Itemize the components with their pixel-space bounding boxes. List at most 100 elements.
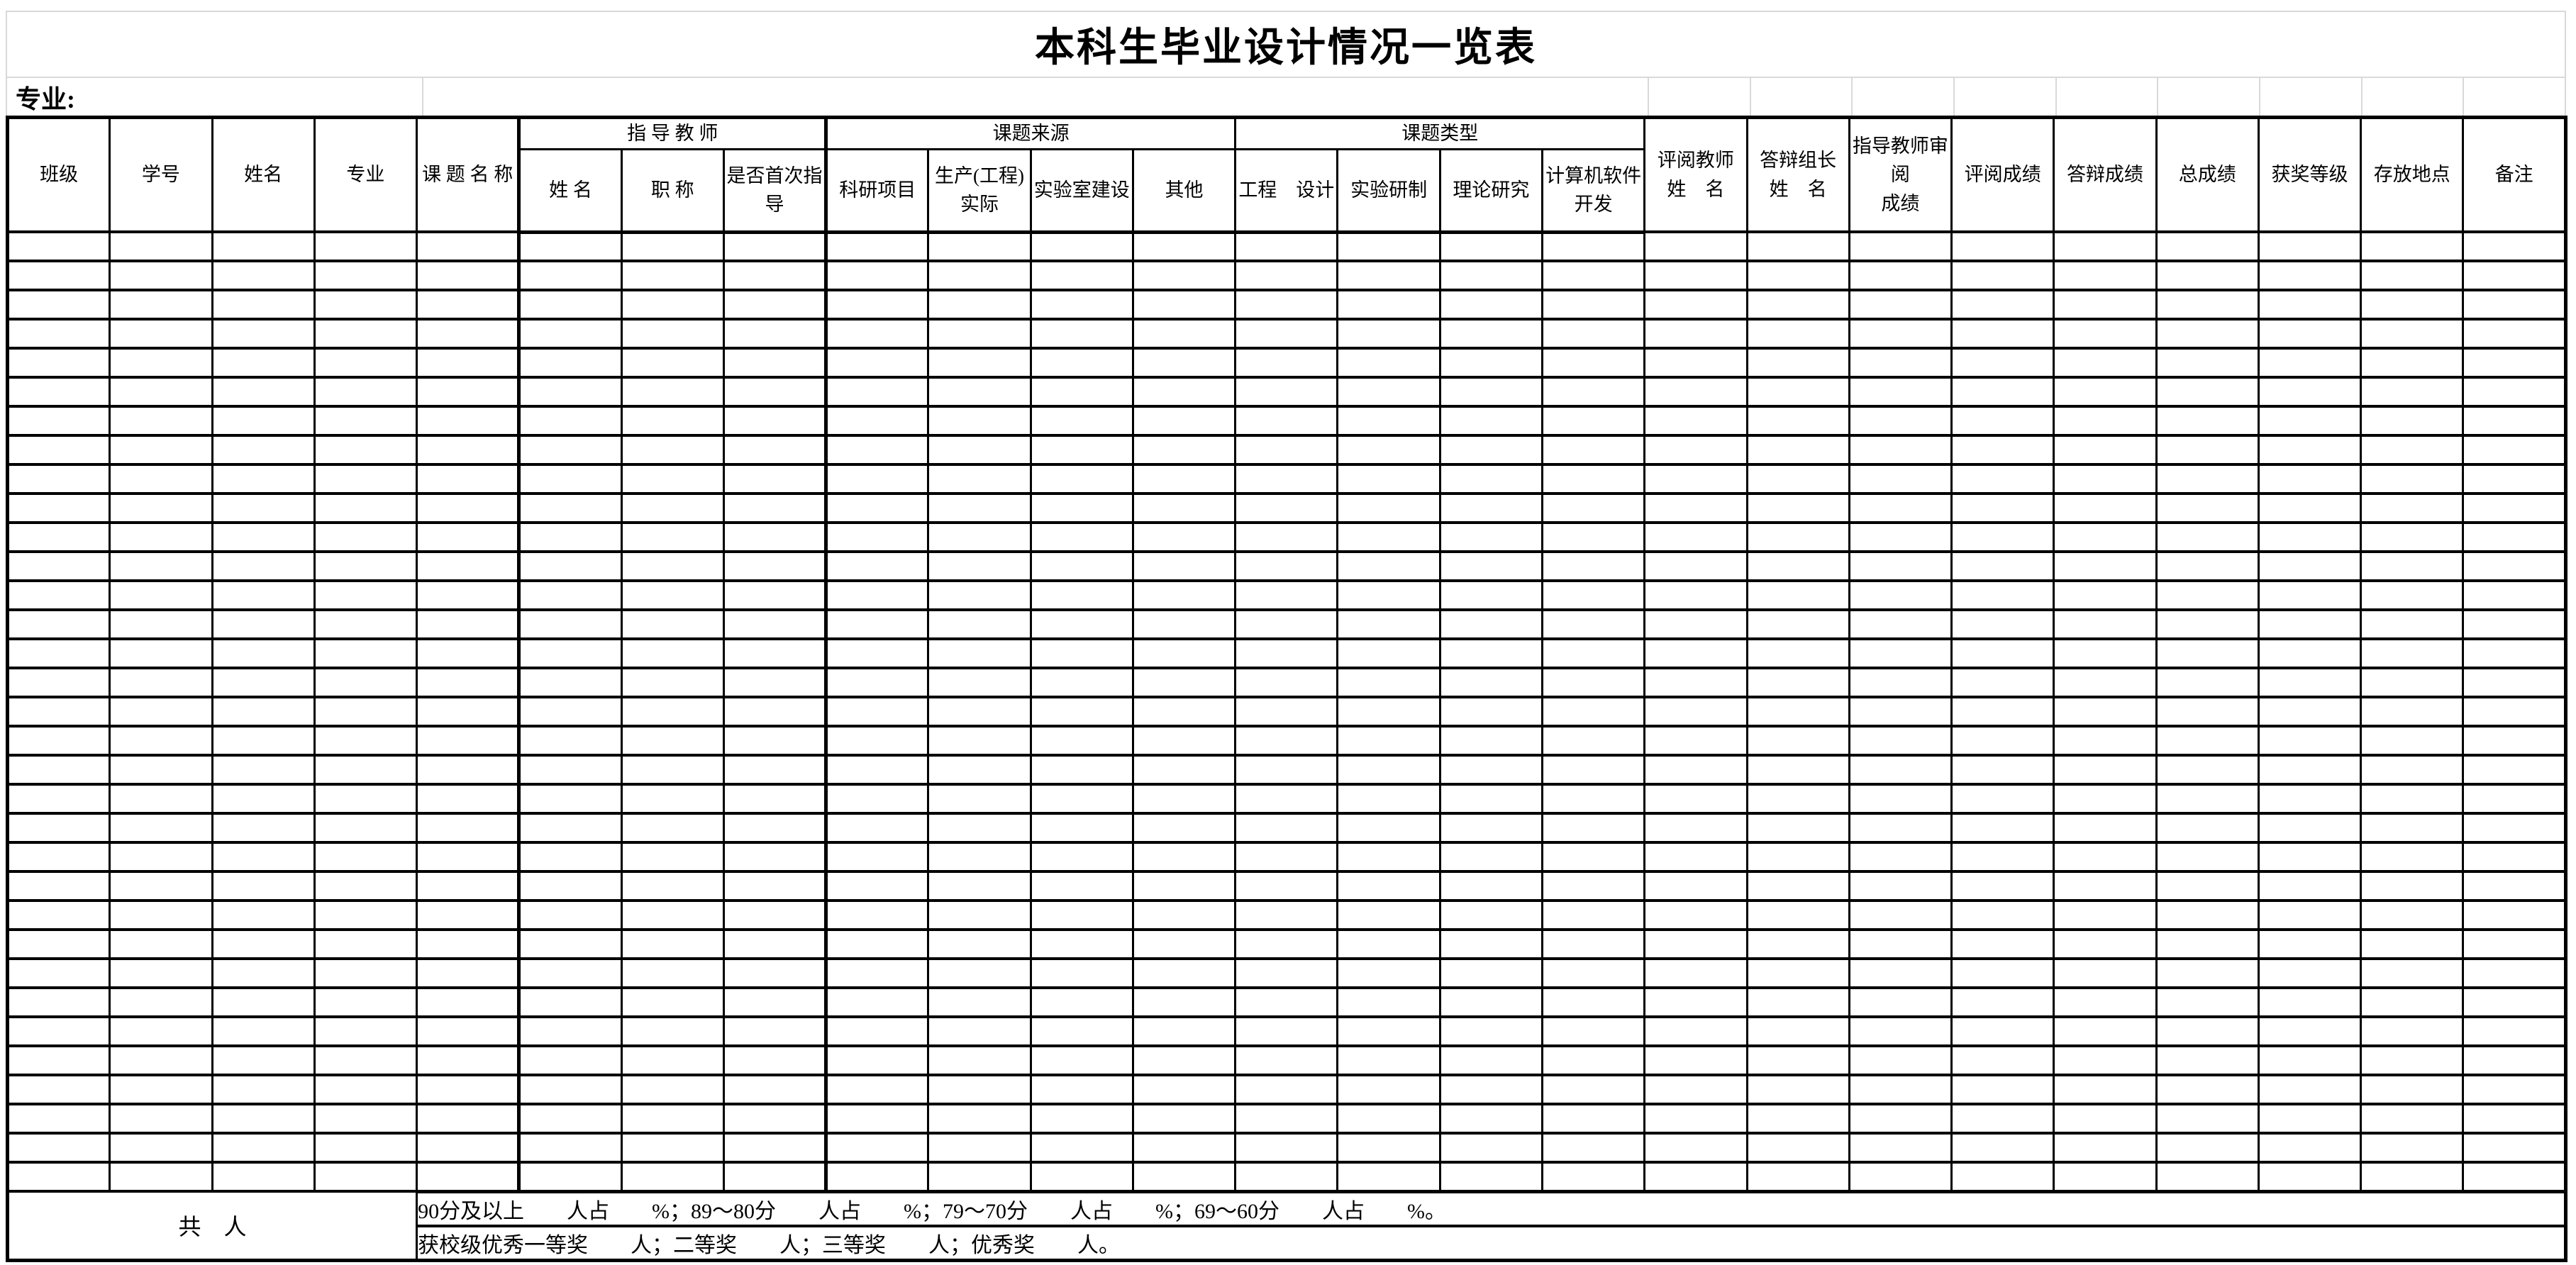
table-cell[interactable] (1643, 812, 1748, 844)
table-cell[interactable] (1540, 870, 1646, 902)
table-cell[interactable] (2462, 579, 2567, 611)
table-cell[interactable] (1131, 434, 1237, 466)
table-cell[interactable] (313, 957, 418, 989)
table-cell[interactable] (1438, 841, 1543, 873)
table-cell[interactable] (416, 608, 521, 640)
table-cell[interactable] (109, 1161, 213, 1193)
table-cell[interactable] (1029, 463, 1134, 495)
table-cell[interactable] (1745, 376, 1850, 408)
table-cell[interactable] (2053, 1161, 2158, 1193)
table-cell[interactable] (1848, 289, 1953, 321)
table-cell[interactable] (1234, 957, 1339, 989)
table-cell[interactable] (1234, 318, 1339, 350)
table-cell[interactable] (1131, 957, 1237, 989)
table-cell[interactable] (1848, 725, 1953, 757)
table-cell[interactable] (2257, 1161, 2363, 1193)
table-cell[interactable] (1540, 521, 1646, 553)
table-cell[interactable] (2462, 754, 2567, 786)
table-cell[interactable] (1745, 1103, 1850, 1135)
table-cell[interactable] (2155, 696, 2260, 728)
table-cell[interactable] (2155, 725, 2260, 757)
table-cell[interactable] (1234, 899, 1339, 931)
table-cell[interactable] (824, 696, 930, 728)
table-cell[interactable] (313, 463, 418, 495)
table-cell[interactable] (1234, 1044, 1339, 1076)
table-cell[interactable] (2155, 1074, 2260, 1105)
table-cell[interactable] (2462, 841, 2567, 873)
table-cell[interactable] (313, 1044, 418, 1076)
table-cell[interactable] (927, 1044, 1032, 1076)
table-cell[interactable] (1745, 841, 1850, 873)
table-cell[interactable] (109, 1015, 213, 1047)
table-cell[interactable] (927, 492, 1032, 524)
table-cell[interactable] (1029, 260, 1134, 291)
table-cell[interactable] (2053, 870, 2158, 902)
table-cell[interactable] (1336, 812, 1441, 844)
table-cell[interactable] (2155, 667, 2260, 698)
table-cell[interactable] (1336, 1132, 1441, 1164)
table-cell[interactable] (1848, 434, 1953, 466)
table-cell[interactable] (2257, 783, 2363, 815)
table-cell[interactable] (1745, 550, 1850, 582)
table-cell[interactable] (1438, 521, 1543, 553)
table-cell[interactable] (211, 608, 316, 640)
table-cell[interactable] (1029, 986, 1134, 1018)
table-cell[interactable] (2360, 463, 2465, 495)
table-cell[interactable] (2155, 230, 2260, 262)
table-cell[interactable] (1643, 230, 1748, 262)
table-cell[interactable] (517, 637, 623, 669)
table-cell[interactable] (109, 492, 213, 524)
table-cell[interactable] (2462, 928, 2567, 960)
table-cell[interactable] (620, 986, 725, 1018)
table-cell[interactable] (6, 318, 111, 350)
table-cell[interactable] (416, 376, 521, 408)
table-cell[interactable] (211, 579, 316, 611)
table-cell[interactable] (313, 928, 418, 960)
table-cell[interactable] (6, 1132, 111, 1164)
table-cell[interactable] (211, 1161, 316, 1193)
table-cell[interactable] (2462, 289, 2567, 321)
table-cell[interactable] (1540, 318, 1646, 350)
table-cell[interactable] (416, 870, 521, 902)
table-cell[interactable] (2155, 1103, 2260, 1135)
table-cell[interactable] (1950, 841, 2055, 873)
table-cell[interactable] (1950, 783, 2055, 815)
table-cell[interactable] (620, 667, 725, 698)
table-cell[interactable] (6, 376, 111, 408)
table-cell[interactable] (927, 667, 1032, 698)
table-cell[interactable] (416, 637, 521, 669)
table-cell[interactable] (1131, 1015, 1237, 1047)
table-cell[interactable] (2257, 492, 2363, 524)
table-cell[interactable] (824, 667, 930, 698)
table-cell[interactable] (211, 754, 316, 786)
table-cell[interactable] (211, 986, 316, 1018)
table-cell[interactable] (1336, 434, 1441, 466)
table-cell[interactable] (2462, 986, 2567, 1018)
table-cell[interactable] (211, 667, 316, 698)
table-cell[interactable] (824, 1132, 930, 1164)
table-cell[interactable] (620, 812, 725, 844)
table-cell[interactable] (2360, 608, 2465, 640)
table-cell[interactable] (109, 608, 213, 640)
table-cell[interactable] (6, 667, 111, 698)
table-cell[interactable] (2360, 986, 2465, 1018)
table-cell[interactable] (416, 1015, 521, 1047)
table-cell[interactable] (1131, 696, 1237, 728)
table-cell[interactable] (109, 725, 213, 757)
table-cell[interactable] (1336, 667, 1441, 698)
table-cell[interactable] (824, 1103, 930, 1135)
table-cell[interactable] (1950, 928, 2055, 960)
table-cell[interactable] (1029, 492, 1134, 524)
table-cell[interactable] (2360, 376, 2465, 408)
table-cell[interactable] (1438, 986, 1543, 1018)
table-cell[interactable] (1131, 725, 1237, 757)
table-cell[interactable] (927, 289, 1032, 321)
table-cell[interactable] (927, 1161, 1032, 1193)
table-cell[interactable] (927, 405, 1032, 437)
table-cell[interactable] (2155, 260, 2260, 291)
grid-cell[interactable] (2464, 78, 2565, 116)
table-cell[interactable] (2053, 1074, 2158, 1105)
table-cell[interactable] (2053, 376, 2158, 408)
table-cell[interactable] (1438, 754, 1543, 786)
table-cell[interactable] (2257, 289, 2363, 321)
